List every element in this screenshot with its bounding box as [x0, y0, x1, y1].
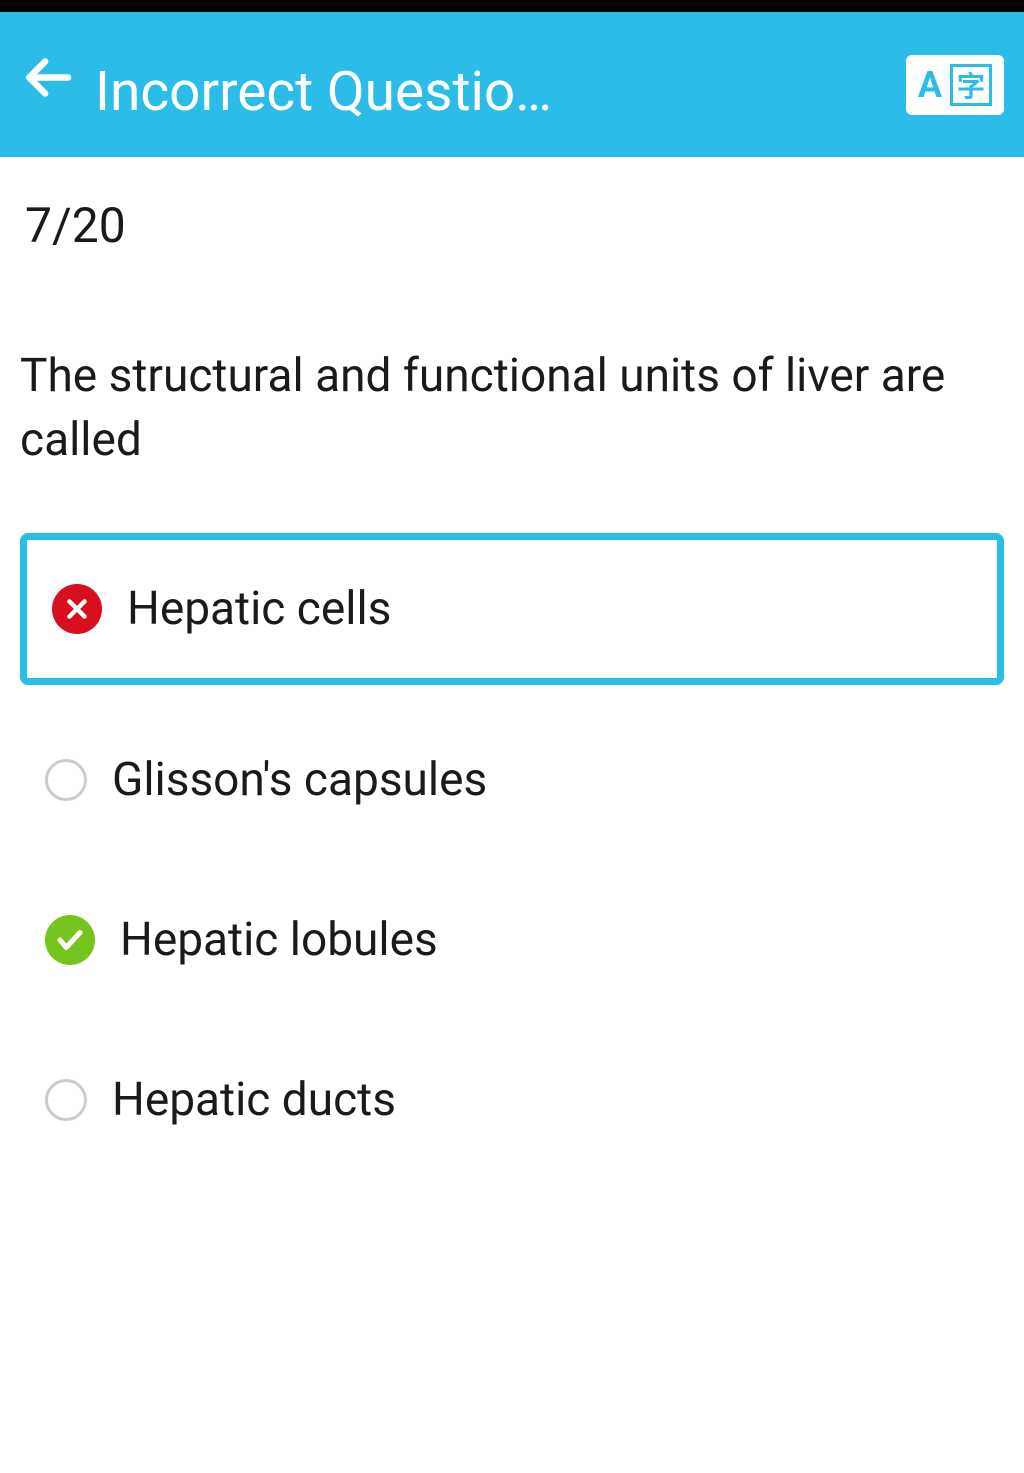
translate-letter-icon: A	[918, 64, 942, 106]
option-label: Hepatic ducts	[112, 1073, 396, 1127]
option-glissons-capsules[interactable]: Glisson's capsules	[20, 715, 1004, 845]
option-label: Glisson's capsules	[112, 753, 487, 807]
option-label: Hepatic cells	[127, 582, 391, 636]
wrong-icon	[52, 584, 102, 634]
option-label: Hepatic lobules	[120, 913, 438, 967]
option-hepatic-lobules[interactable]: Hepatic lobules	[20, 875, 1004, 1005]
quiz-content: 7/20 The structural and functional units…	[0, 157, 1024, 1235]
option-hepatic-ducts[interactable]: Hepatic ducts	[20, 1035, 1004, 1165]
question-text: The structural and functional units of l…	[20, 344, 1004, 473]
radio-empty-icon	[45, 1079, 87, 1121]
arrow-left-icon	[20, 50, 75, 105]
correct-icon	[45, 915, 95, 965]
app-header: Incorrect Questio… A 字	[0, 12, 1024, 157]
radio-empty-icon	[45, 759, 87, 801]
question-counter: 7/20	[25, 197, 1004, 254]
translate-cjk-icon: 字	[950, 64, 992, 106]
back-button[interactable]	[20, 50, 75, 105]
option-hepatic-cells[interactable]: Hepatic cells	[20, 533, 1004, 685]
page-title: Incorrect Questio…	[95, 60, 886, 124]
translate-button[interactable]: A 字	[906, 55, 1004, 115]
status-bar-black	[0, 0, 1024, 12]
